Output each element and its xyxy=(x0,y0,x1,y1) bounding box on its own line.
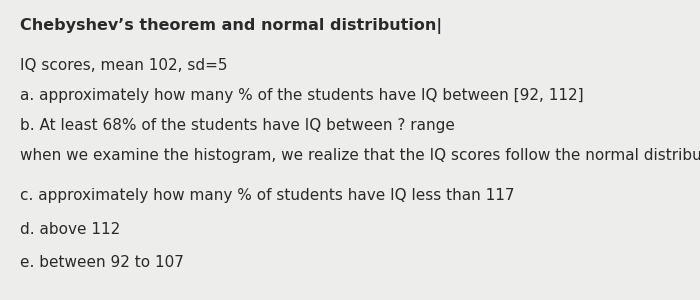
Text: b. At least 68% of the students have IQ between ? range: b. At least 68% of the students have IQ … xyxy=(20,118,455,133)
Text: when we examine the histogram, we realize that the IQ scores follow the normal d: when we examine the histogram, we realiz… xyxy=(20,148,700,163)
Text: a. approximately how many % of the students have IQ between [92, 112]: a. approximately how many % of the stude… xyxy=(20,88,584,103)
Text: Chebyshev’s theorem and normal distribution|: Chebyshev’s theorem and normal distribut… xyxy=(20,18,442,34)
Text: d. above 112: d. above 112 xyxy=(20,222,120,237)
Text: IQ scores, mean 102, sd=5: IQ scores, mean 102, sd=5 xyxy=(20,58,228,73)
Text: e. between 92 to 107: e. between 92 to 107 xyxy=(20,255,184,270)
Text: c. approximately how many % of students have IQ less than 117: c. approximately how many % of students … xyxy=(20,188,514,203)
